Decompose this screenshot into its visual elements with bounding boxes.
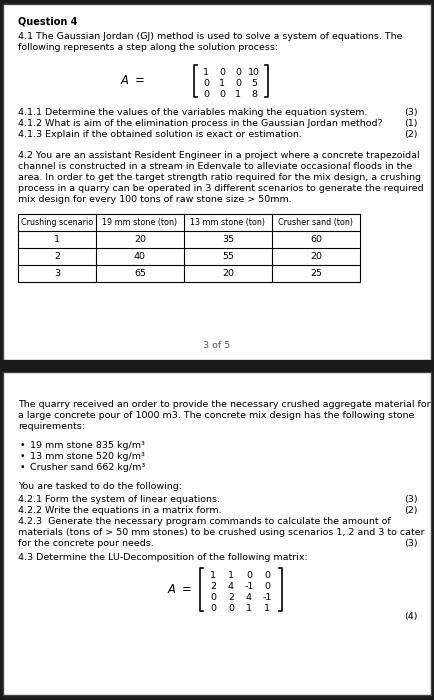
Text: 1: 1 bbox=[235, 90, 241, 99]
Text: (2): (2) bbox=[404, 506, 418, 515]
Text: (1): (1) bbox=[404, 119, 418, 128]
Text: 1: 1 bbox=[210, 571, 216, 580]
Text: 0: 0 bbox=[219, 90, 225, 99]
Text: 20: 20 bbox=[222, 269, 234, 278]
Text: The quarry received an order to provide the necessary crushed aggregate material: The quarry received an order to provide … bbox=[18, 400, 431, 409]
Text: 10: 10 bbox=[248, 68, 260, 77]
Text: 4: 4 bbox=[246, 593, 252, 602]
Text: 4.2.2 Write the equations in a matrix form.: 4.2.2 Write the equations in a matrix fo… bbox=[18, 506, 222, 515]
Text: -1: -1 bbox=[262, 593, 272, 602]
Bar bbox=[3, 4, 431, 360]
Text: 1: 1 bbox=[203, 68, 209, 77]
Text: 13 mm stone (ton): 13 mm stone (ton) bbox=[191, 218, 266, 227]
Text: 3: 3 bbox=[54, 269, 60, 278]
Text: 1: 1 bbox=[264, 604, 270, 613]
Text: mix design for every 100 tons of raw stone size > 50mm.: mix design for every 100 tons of raw sto… bbox=[18, 195, 292, 204]
Text: channel is constructed in a stream in Edenvale to alleviate occasional floods in: channel is constructed in a stream in Ed… bbox=[18, 162, 412, 171]
Text: materials (tons of > 50 mm stones) to be crushed using scenarios 1, 2 and 3 to c: materials (tons of > 50 mm stones) to be… bbox=[18, 528, 424, 537]
Text: 1: 1 bbox=[228, 571, 234, 580]
Text: 4.1.1 Determine the values of the variables making the equation system.: 4.1.1 Determine the values of the variab… bbox=[18, 108, 368, 117]
Text: 0: 0 bbox=[210, 604, 216, 613]
Text: (3): (3) bbox=[404, 108, 418, 117]
Text: 20: 20 bbox=[134, 235, 146, 244]
Text: $A\ =$: $A\ =$ bbox=[167, 583, 192, 596]
Text: (3): (3) bbox=[404, 495, 418, 504]
Text: You are tasked to do the following:: You are tasked to do the following: bbox=[18, 482, 182, 491]
Text: 4.1.3 Explain if the obtained solution is exact or estimation.: 4.1.3 Explain if the obtained solution i… bbox=[18, 130, 302, 139]
Text: 0: 0 bbox=[264, 571, 270, 580]
Text: •: • bbox=[20, 441, 26, 450]
Text: 60: 60 bbox=[310, 235, 322, 244]
Text: 4.2.1 Form the system of linear equations.: 4.2.1 Form the system of linear equation… bbox=[18, 495, 220, 504]
Text: 2: 2 bbox=[210, 582, 216, 591]
Text: 2: 2 bbox=[228, 593, 234, 602]
Text: requirements:: requirements: bbox=[18, 422, 85, 431]
Text: •: • bbox=[20, 452, 26, 461]
Text: 8: 8 bbox=[251, 90, 257, 99]
Text: 65: 65 bbox=[134, 269, 146, 278]
Text: 4: 4 bbox=[228, 582, 234, 591]
Text: 4.1 The Gaussian Jordan (GJ) method is used to solve a system of equations. The: 4.1 The Gaussian Jordan (GJ) method is u… bbox=[18, 32, 402, 41]
Text: 0: 0 bbox=[219, 68, 225, 77]
Text: 4.3 Determine the LU-Decomposition of the following matrix:: 4.3 Determine the LU-Decomposition of th… bbox=[18, 553, 308, 562]
Text: a large concrete pour of 1000 m3. The concrete mix design has the following ston: a large concrete pour of 1000 m3. The co… bbox=[18, 411, 414, 420]
Text: Crusher sand (ton): Crusher sand (ton) bbox=[279, 218, 354, 227]
Text: 0: 0 bbox=[235, 79, 241, 88]
Text: 55: 55 bbox=[222, 252, 234, 261]
Text: 0: 0 bbox=[235, 68, 241, 77]
Text: 4.2 You are an assistant Resident Engineer in a project where a concrete trapezo: 4.2 You are an assistant Resident Engine… bbox=[18, 151, 420, 160]
Text: 25: 25 bbox=[310, 269, 322, 278]
Text: for the concrete pour needs.: for the concrete pour needs. bbox=[18, 539, 154, 548]
Text: Crusher sand 662 kg/m³: Crusher sand 662 kg/m³ bbox=[30, 463, 145, 472]
Text: 0: 0 bbox=[246, 571, 252, 580]
Text: -1: -1 bbox=[244, 582, 254, 591]
Text: 35: 35 bbox=[222, 235, 234, 244]
Bar bbox=[3, 372, 431, 695]
Text: 4.2.3  Generate the necessary program commands to calculate the amount of: 4.2.3 Generate the necessary program com… bbox=[18, 517, 391, 526]
Text: 13 mm stone 520 kg/m³: 13 mm stone 520 kg/m³ bbox=[30, 452, 145, 461]
Text: 20: 20 bbox=[310, 252, 322, 261]
Text: Question 4: Question 4 bbox=[18, 16, 78, 26]
Text: •: • bbox=[20, 463, 26, 472]
Text: 2: 2 bbox=[54, 252, 60, 261]
Text: Crushing scenario: Crushing scenario bbox=[21, 218, 93, 227]
Text: 40: 40 bbox=[134, 252, 146, 261]
Text: (3): (3) bbox=[404, 539, 418, 548]
Text: (2): (2) bbox=[404, 130, 418, 139]
Text: 0: 0 bbox=[264, 582, 270, 591]
Text: 0: 0 bbox=[210, 593, 216, 602]
Text: 5: 5 bbox=[251, 79, 257, 88]
Text: 1: 1 bbox=[54, 235, 60, 244]
Text: (4): (4) bbox=[404, 612, 418, 621]
Bar bbox=[0, 360, 434, 372]
Text: 0: 0 bbox=[203, 90, 209, 99]
Text: area. In order to get the target strength ratio required for the mix design, a c: area. In order to get the target strengt… bbox=[18, 173, 421, 182]
Text: 1: 1 bbox=[219, 79, 225, 88]
Text: 0: 0 bbox=[228, 604, 234, 613]
Text: 3 of 5: 3 of 5 bbox=[204, 340, 230, 349]
Bar bbox=[18, 214, 360, 282]
Text: $A\ =$: $A\ =$ bbox=[120, 74, 145, 87]
Text: 19 mm stone 835 kg/m³: 19 mm stone 835 kg/m³ bbox=[30, 441, 145, 450]
Text: 0: 0 bbox=[203, 79, 209, 88]
Text: 4.1.2 What is aim of the elimination process in the Gaussian Jordan method?: 4.1.2 What is aim of the elimination pro… bbox=[18, 119, 383, 128]
Text: following represents a step along the solution process:: following represents a step along the so… bbox=[18, 43, 278, 52]
Text: process in a quarry can be operated in 3 different scenarios to generate the req: process in a quarry can be operated in 3… bbox=[18, 184, 424, 193]
Text: 19 mm stone (ton): 19 mm stone (ton) bbox=[102, 218, 178, 227]
Text: 1: 1 bbox=[246, 604, 252, 613]
